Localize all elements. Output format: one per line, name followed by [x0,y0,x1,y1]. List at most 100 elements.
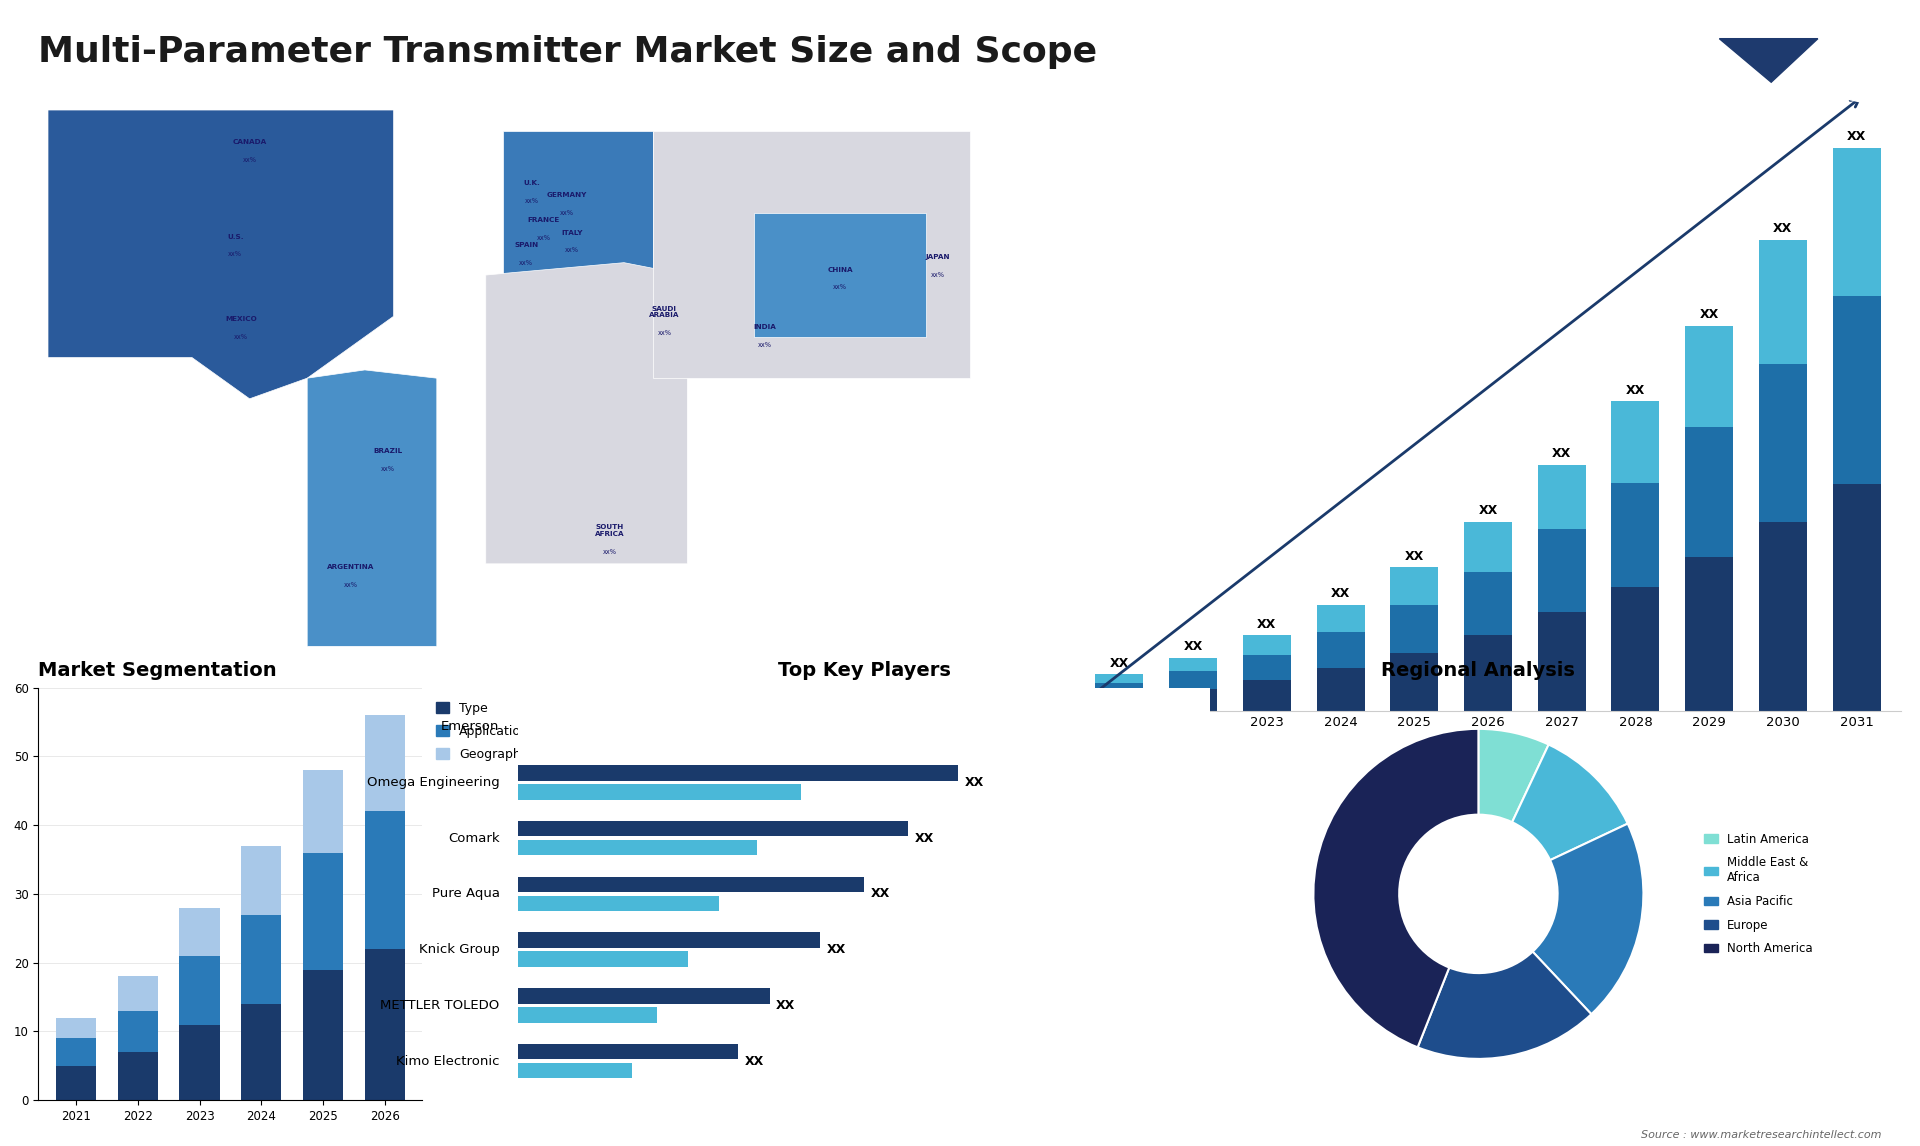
Text: SPAIN: SPAIN [515,242,538,248]
Text: xx%: xx% [524,198,540,204]
Bar [1759,240,1807,363]
Text: METTLER TOLEDO: METTLER TOLEDO [380,999,499,1012]
Bar [56,1066,96,1100]
Wedge shape [1417,951,1592,1059]
Bar [1759,363,1807,521]
Text: Multi-Parameter Transmitter Market Size and Scope: Multi-Parameter Transmitter Market Size … [38,34,1098,69]
Bar [365,715,405,811]
Polygon shape [653,131,970,378]
Wedge shape [1478,729,1549,822]
Text: Comark: Comark [447,832,499,845]
Polygon shape [48,110,394,399]
Bar [518,784,801,800]
Text: XX: XX [1626,384,1645,397]
Bar [1611,401,1659,482]
Bar [1169,690,1217,711]
Bar [1317,605,1365,633]
Text: xx%: xx% [234,333,248,340]
Bar [1465,635,1511,711]
Bar [179,956,219,1025]
Bar [1390,567,1438,605]
Text: XX: XX [1478,504,1498,518]
Bar [1169,672,1217,690]
Text: U.K.: U.K. [524,180,540,186]
Bar [518,988,770,1004]
Bar [1465,572,1511,635]
Title: Regional Analysis: Regional Analysis [1382,661,1574,681]
Bar [1611,587,1659,711]
Bar [1096,683,1144,696]
Bar [1242,681,1290,711]
Text: XX: XX [1405,550,1425,563]
Text: Knick Group: Knick Group [419,943,499,956]
Bar [1096,696,1144,711]
Polygon shape [486,262,687,564]
Polygon shape [1720,39,1818,83]
Bar [1832,296,1880,485]
Text: U.S.: U.S. [227,234,244,240]
Text: XX: XX [1774,222,1793,235]
Bar [1242,635,1290,654]
Bar [1686,427,1734,557]
Text: FRANCE: FRANCE [528,218,559,223]
Polygon shape [307,370,438,646]
Text: XX: XX [1183,641,1202,653]
Title: Top Key Players: Top Key Players [778,661,950,681]
Bar [56,1018,96,1038]
Text: XX: XX [826,943,845,956]
Text: XX: XX [1847,131,1866,143]
Bar [1686,325,1734,427]
Bar [303,853,344,970]
Bar [1538,464,1586,529]
Text: XX: XX [745,1054,764,1068]
Bar [1611,482,1659,587]
Text: XX: XX [1331,588,1350,601]
Text: xx%: xx% [242,157,257,163]
Bar [518,951,687,967]
Text: Pure Aqua: Pure Aqua [432,887,499,901]
Text: xx%: xx% [564,248,580,253]
Text: XX: XX [1110,657,1129,669]
Bar [1759,521,1807,711]
Text: XX: XX [964,776,983,788]
Text: CHINA: CHINA [828,267,852,273]
Bar [1096,674,1144,683]
Text: xx%: xx% [344,581,357,588]
Text: Source : www.marketresearchintellect.com: Source : www.marketresearchintellect.com [1642,1130,1882,1140]
Text: xx%: xx% [603,549,616,555]
Bar [242,915,282,1004]
Text: xx%: xx% [536,235,551,241]
Polygon shape [503,131,653,275]
Bar [1538,529,1586,612]
Polygon shape [1770,39,1870,104]
Text: xx%: xx% [657,330,672,336]
Text: MARKET
RESEARCH
INTELLECT: MARKET RESEARCH INTELLECT [1776,47,1839,85]
Bar [56,1038,96,1066]
Text: ITALY: ITALY [561,229,584,236]
Wedge shape [1513,745,1628,861]
Bar [518,1007,657,1022]
Text: CANADA: CANADA [232,139,267,144]
Text: MEXICO: MEXICO [225,316,257,322]
Bar [303,970,344,1100]
Bar [303,770,344,853]
Text: xx%: xx% [228,251,242,258]
Wedge shape [1313,729,1478,1047]
Bar [179,1025,219,1100]
Text: Omega Engineering: Omega Engineering [367,776,499,788]
Text: Kimo Electronic: Kimo Electronic [396,1054,499,1068]
Text: GERMANY: GERMANY [545,193,588,198]
Text: SAUDI
ARABIA: SAUDI ARABIA [649,306,680,319]
Bar [242,846,282,915]
Bar [1169,658,1217,672]
Bar [518,840,756,855]
Text: XX: XX [870,887,889,901]
Text: ARGENTINA: ARGENTINA [326,564,374,570]
Text: xx%: xx% [518,260,534,266]
Bar [179,908,219,956]
Bar [518,1044,739,1059]
Text: XX: XX [1699,308,1718,321]
Bar [1465,521,1511,572]
Bar [117,1011,157,1052]
Bar [1317,633,1365,668]
